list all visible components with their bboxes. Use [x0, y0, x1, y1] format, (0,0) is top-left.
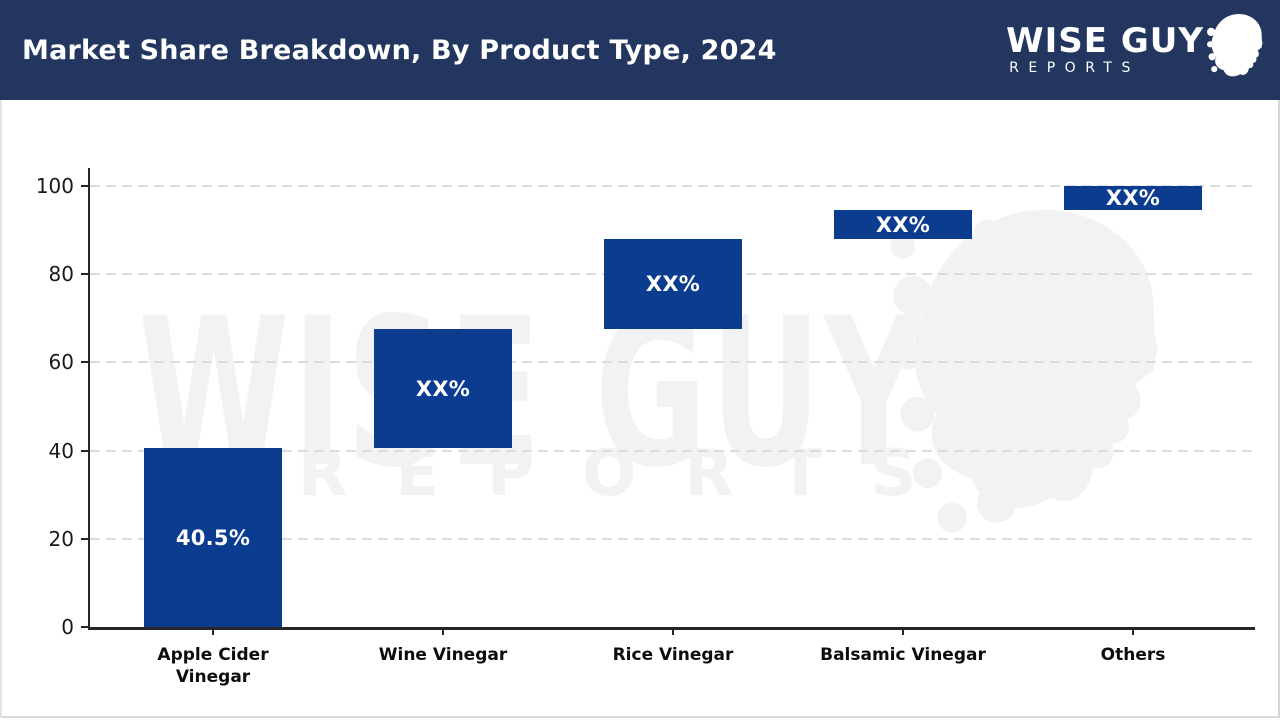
- y-tick-60: [81, 361, 88, 364]
- x-axis-label-3: Balsamic Vinegar: [820, 645, 986, 665]
- y-tick-label-100: 100: [35, 174, 74, 198]
- left-hairline: [0, 100, 2, 718]
- x-tick-3: [902, 627, 904, 635]
- bar-value-label: XX%: [875, 212, 931, 237]
- y-tick-label-0: 0: [61, 615, 74, 639]
- y-tick-label-40: 40: [48, 438, 74, 463]
- plot-area: 0 20 40 60 80 100 40.5% Apple Cider Vinegar XX% W…: [36, 168, 1255, 687]
- x-axis-label-0: Apple Cider Vinegar: [157, 645, 269, 687]
- gridline-y-100: [90, 185, 1255, 187]
- bar-others: XX%: [1064, 186, 1202, 211]
- bar-wine-vinegar: XX%: [374, 329, 512, 449]
- bar-balsamic-vinegar: XX%: [834, 210, 972, 239]
- gridline-y-20: [90, 537, 1255, 540]
- brand-logo-text: WISE GUY REPORTS: [1006, 20, 1204, 77]
- x-tick-0: [212, 627, 214, 635]
- bar-value-label: 40.5%: [175, 525, 251, 550]
- bottom-hairline: [0, 716, 1280, 718]
- bar-value-label: XX%: [645, 272, 701, 297]
- y-tick-100: [81, 185, 88, 187]
- bar-value-label: XX%: [415, 376, 471, 401]
- x-axis-label-2: Rice Vinegar: [612, 645, 734, 665]
- x-tick-2: [672, 627, 674, 635]
- x-axis-label-1: Wine Vinegar: [378, 645, 508, 665]
- logo-wordmark: WISE GUY: [1006, 20, 1204, 61]
- page-title: Market Share Breakdown, By Product Type,…: [22, 34, 777, 66]
- y-tick-0: [81, 626, 88, 628]
- y-tick-80: [81, 273, 88, 276]
- x-tick-4: [1132, 627, 1134, 635]
- gridline-y-60: [90, 361, 1255, 364]
- y-tick-20: [81, 537, 88, 540]
- bar-value-label: XX%: [1105, 186, 1161, 211]
- y-tick-40: [81, 449, 88, 452]
- gridline-y-40: [90, 449, 1255, 452]
- brand-logo: WISE GUY REPORTS: [1006, 8, 1268, 92]
- logo-subtext: REPORTS: [1009, 60, 1140, 77]
- y-tick-label-60: 60: [48, 350, 74, 375]
- bar-rice-vinegar: XX%: [604, 238, 742, 330]
- bar-apple-cider-vinegar: 40.5%: [144, 448, 282, 627]
- y-tick-label-80: 80: [48, 262, 74, 287]
- right-hairline: [1278, 100, 1280, 718]
- y-tick-label-20: 20: [48, 526, 74, 551]
- x-axis-label-4: Others: [1100, 645, 1166, 665]
- header-bar: Market Share Breakdown, By Product Type,…: [0, 0, 1280, 100]
- x-tick-1: [442, 627, 444, 635]
- logo-face-icon: [1207, 13, 1263, 77]
